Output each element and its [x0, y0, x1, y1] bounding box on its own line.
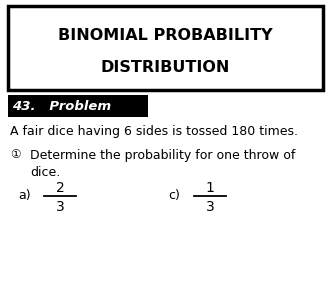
Text: 3: 3 — [56, 200, 64, 214]
Text: A fair dice having 6 sides is tossed 180 times.: A fair dice having 6 sides is tossed 180… — [10, 126, 298, 138]
Bar — [8, 6, 323, 90]
Text: 43.   Problem: 43. Problem — [12, 100, 111, 114]
Text: 2: 2 — [56, 181, 64, 195]
Text: 3: 3 — [206, 200, 214, 214]
Text: a): a) — [18, 188, 31, 201]
Bar — [8, 95, 148, 117]
Text: c): c) — [168, 188, 180, 201]
Text: 1: 1 — [206, 181, 214, 195]
Text: BINOMIAL PROBABILITY: BINOMIAL PROBABILITY — [58, 29, 272, 44]
Text: Determine the probability for one throw of: Determine the probability for one throw … — [30, 149, 295, 161]
Text: dice.: dice. — [30, 165, 60, 178]
Text: ①: ① — [10, 149, 21, 161]
Text: DISTRIBUTION: DISTRIBUTION — [100, 60, 230, 76]
